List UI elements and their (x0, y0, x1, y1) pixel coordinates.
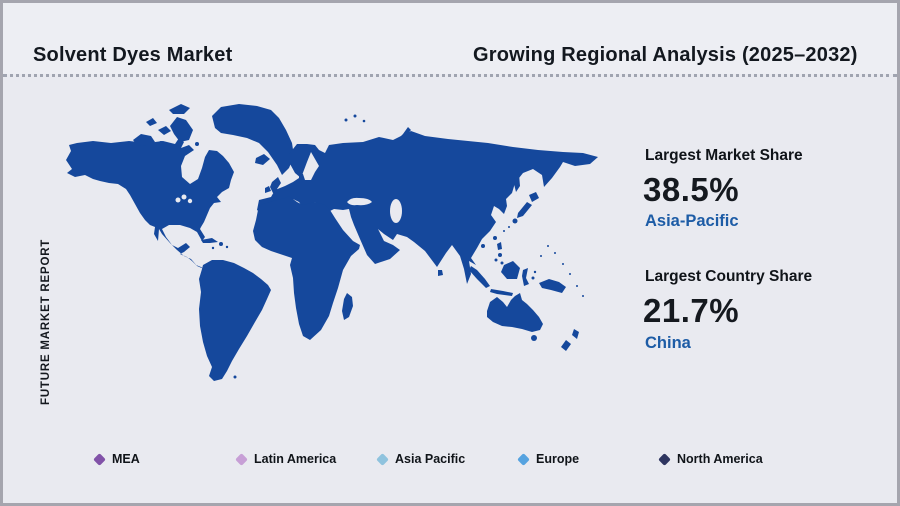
legend-label: MEA (112, 452, 140, 466)
legend-label: Europe (536, 452, 580, 466)
stat-market-share-value: 38.5% (643, 171, 740, 208)
world-map-landmasses (66, 104, 598, 381)
header-strip (3, 3, 897, 74)
world-map-svg (66, 104, 598, 381)
report-subtitle: Growing Regional Analysis (2025–2032) (473, 44, 858, 66)
brand-vertical-text: FUTURE MARKET REPORT (40, 238, 52, 406)
diamond-marker-mea (93, 452, 106, 466)
stat-country-share-label: Largest Country Share (645, 268, 813, 285)
inland-seas (175, 194, 402, 223)
legend-item-mea: MEA (93, 449, 140, 469)
stat-market-share-region: Asia-Pacific (645, 212, 739, 230)
legend-item-latin-america: Latin America (235, 449, 337, 469)
world-map (63, 98, 608, 403)
legend-label: Asia Pacific (395, 452, 466, 466)
stat-market-share-label: Largest Market Share (645, 147, 803, 164)
legend-item-europe: Europe (517, 449, 580, 469)
diamond-marker-north-america (658, 452, 671, 466)
legend-label: Latin America (254, 452, 337, 466)
dotted-separator (3, 74, 897, 77)
diamond-marker-europe (517, 452, 530, 466)
legend-item-north-america: North America (658, 449, 763, 469)
legend-item-asia-pacific: Asia Pacific (376, 449, 466, 469)
page-title: Solvent Dyes Market (33, 44, 233, 66)
legend: MEA Latin America Asia Pacific Europe No… (3, 449, 897, 469)
legend-label: North America (677, 452, 763, 466)
stat-country-share-region: China (645, 334, 691, 352)
stat-country-share-value: 21.7% (643, 292, 740, 329)
diamond-marker-asia-pacific (376, 452, 389, 466)
diamond-marker-latin-america (235, 452, 248, 466)
